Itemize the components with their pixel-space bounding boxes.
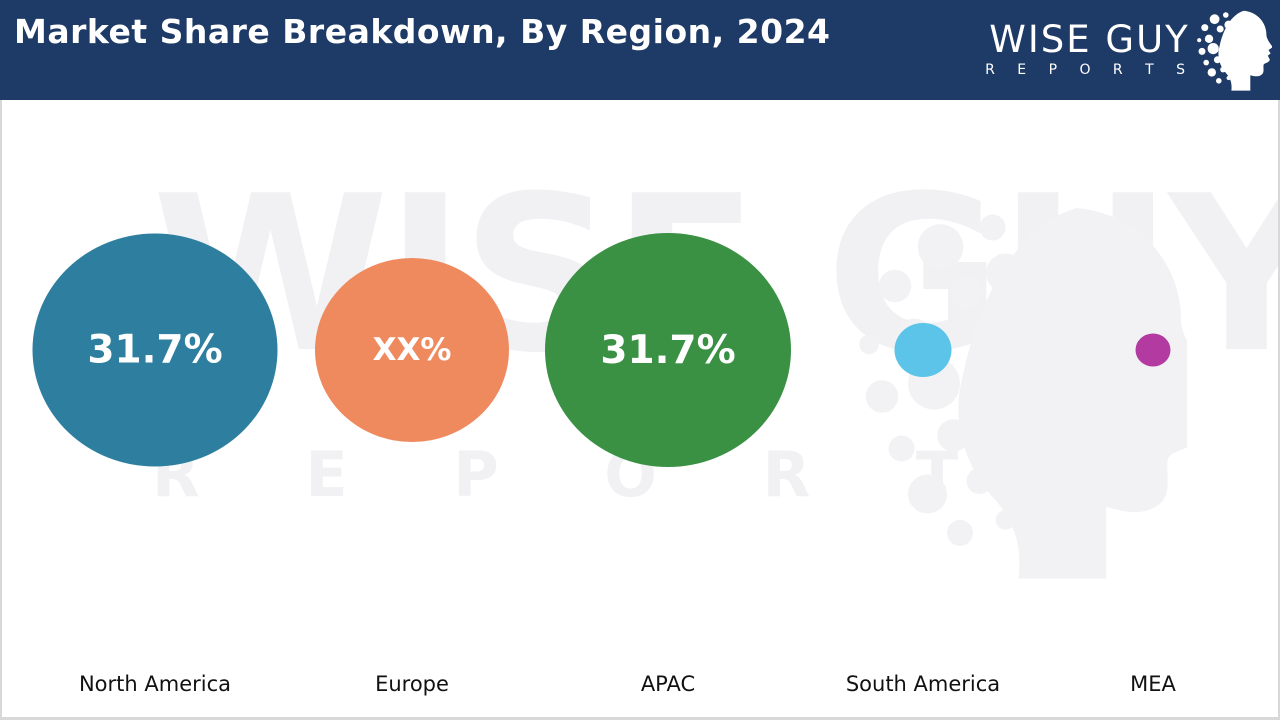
brand-subtitle: R E P O R T S (985, 62, 1194, 78)
brand-logo-text: WISE GUY R E P O R T S (985, 21, 1194, 79)
category-label-north-america: North America (78, 672, 232, 696)
bubble-value-label: 31.7% (87, 327, 223, 373)
bubble-value-label: XX% (372, 332, 452, 368)
background-head-silhouette (859, 208, 1187, 579)
watermark-subtitle: R E P O R T S (152, 438, 1151, 511)
page-title: Market Share Breakdown, By Region, 2024 (14, 12, 831, 51)
category-label-south-america: South America (845, 672, 1001, 696)
brand-name: WISE GUY (989, 18, 1190, 61)
bubble-europe: XX% (315, 258, 509, 442)
header-bar: Market Share Breakdown, By Region, 2024 … (0, 0, 1280, 100)
head-silhouette-icon (1197, 10, 1272, 91)
bubble-north-america: 31.7% (32, 233, 278, 467)
chart-area: WISE GUY R E P O R T S 31.7% XX% 31.7% (0, 100, 1280, 720)
brand-logo: WISE GUY R E P O R T S (985, 8, 1272, 92)
bubble-south-america (894, 323, 952, 377)
bubble-value-label: 31.7% (600, 327, 736, 373)
category-label-apac: APAC (640, 672, 696, 696)
category-label-europe: Europe (375, 672, 449, 696)
bubble-mea (1135, 333, 1171, 367)
category-label-mea: MEA (1130, 672, 1176, 696)
bubble-apac: 31.7% (545, 233, 791, 467)
